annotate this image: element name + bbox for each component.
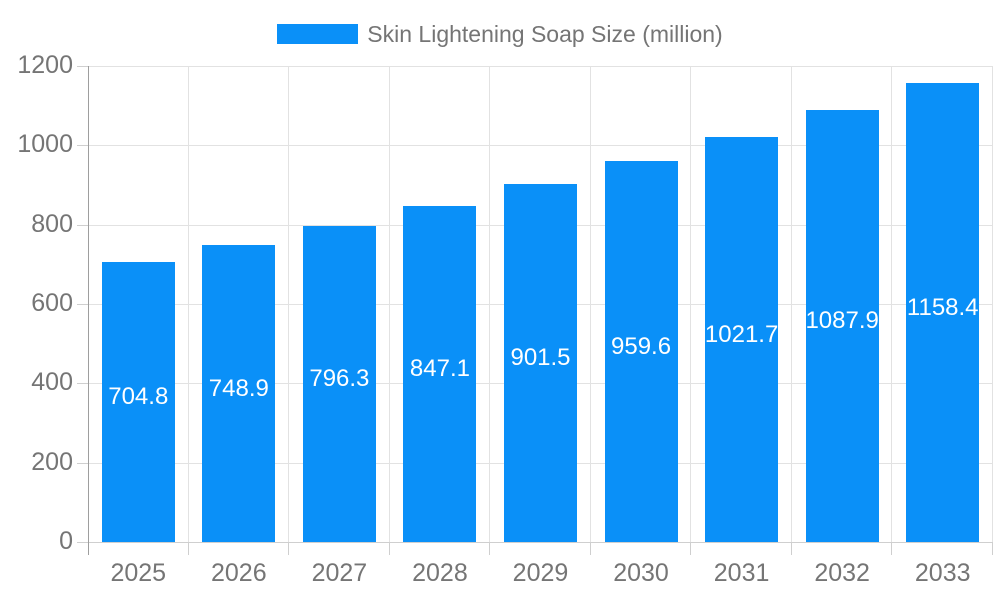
bar-value-label: 1021.7 [704, 320, 779, 348]
v-gridline [992, 66, 993, 542]
bar[interactable]: 901.5 [504, 184, 577, 542]
v-gridline [188, 66, 189, 542]
bar[interactable]: 847.1 [403, 206, 477, 542]
v-gridline [891, 66, 892, 542]
legend-swatch-icon [277, 24, 359, 44]
bar[interactable]: 959.6 [604, 161, 678, 542]
y-axis-label: 1200 [17, 50, 73, 79]
y-axis-label: 1000 [17, 130, 73, 159]
y-axis-line [88, 66, 89, 555]
bar[interactable]: 1021.7 [705, 137, 778, 542]
legend-label: Skin Lightening Soap Size (million) [367, 20, 723, 47]
bar[interactable]: 704.8 [101, 262, 175, 542]
x-axis-tick [389, 542, 390, 555]
bar-value-label: 748.9 [208, 374, 269, 402]
v-gridline [690, 66, 691, 542]
x-axis-tick [590, 542, 591, 555]
y-axis-tick [77, 463, 88, 464]
x-axis-label: 2029 [512, 559, 569, 587]
plot-area: 704.8 748.9 796.3 847.1 901.5 959.6 1021.7 1087… [88, 66, 993, 543]
bar-value-label: 1087.9 [805, 307, 879, 334]
x-axis-label: 2030 [613, 559, 669, 587]
y-axis-tick [77, 542, 88, 543]
bar[interactable]: 1087.9 [805, 110, 879, 542]
x-axis-label: 2027 [311, 559, 368, 587]
x-axis-tick [489, 542, 490, 555]
h-gridline [88, 66, 993, 67]
v-gridline [791, 66, 792, 542]
x-axis-tick [891, 542, 892, 555]
x-axis-label: 2028 [412, 559, 468, 587]
bar[interactable]: 796.3 [302, 226, 376, 542]
bar-value-label: 847.1 [409, 355, 470, 382]
x-axis-tick [288, 542, 289, 555]
y-axis-label: 0 [59, 526, 73, 555]
x-axis-tick [992, 542, 993, 555]
v-gridline [489, 66, 490, 542]
bar[interactable]: 748.9 [202, 245, 276, 542]
y-axis-label: 600 [31, 288, 73, 317]
x-axis-label: 2033 [914, 559, 971, 587]
h-gridline [88, 145, 993, 146]
x-axis-tick [188, 542, 189, 555]
x-axis-tick [690, 542, 691, 555]
h-gridline [88, 542, 993, 543]
y-axis-label: 200 [31, 447, 73, 476]
y-axis-tick [77, 66, 88, 67]
bar-value-label: 1158.4 [906, 293, 979, 321]
x-axis-label: 2031 [713, 559, 770, 587]
x-axis-label: 2025 [110, 559, 167, 587]
bar-value-label: 901.5 [510, 344, 571, 371]
x-axis-label: 2026 [211, 559, 267, 587]
y-axis-label: 800 [31, 209, 73, 238]
y-axis-tick [77, 225, 88, 226]
x-axis-label: 2032 [814, 559, 870, 587]
y-axis-tick [77, 145, 88, 146]
v-gridline [288, 66, 289, 542]
v-gridline [590, 66, 591, 542]
bar-value-label: 796.3 [309, 365, 370, 392]
x-axis-tick [791, 542, 792, 555]
y-axis-label: 400 [31, 368, 73, 397]
bar-value-label: 959.6 [611, 332, 672, 360]
y-axis-tick [77, 304, 88, 305]
bar-value-label: 704.8 [108, 383, 169, 410]
legend[interactable]: Skin Lightening Soap Size (million) [0, 21, 1000, 47]
v-gridline [389, 66, 390, 542]
bar[interactable]: 1158.4 [906, 83, 980, 542]
y-axis-tick [77, 383, 88, 384]
